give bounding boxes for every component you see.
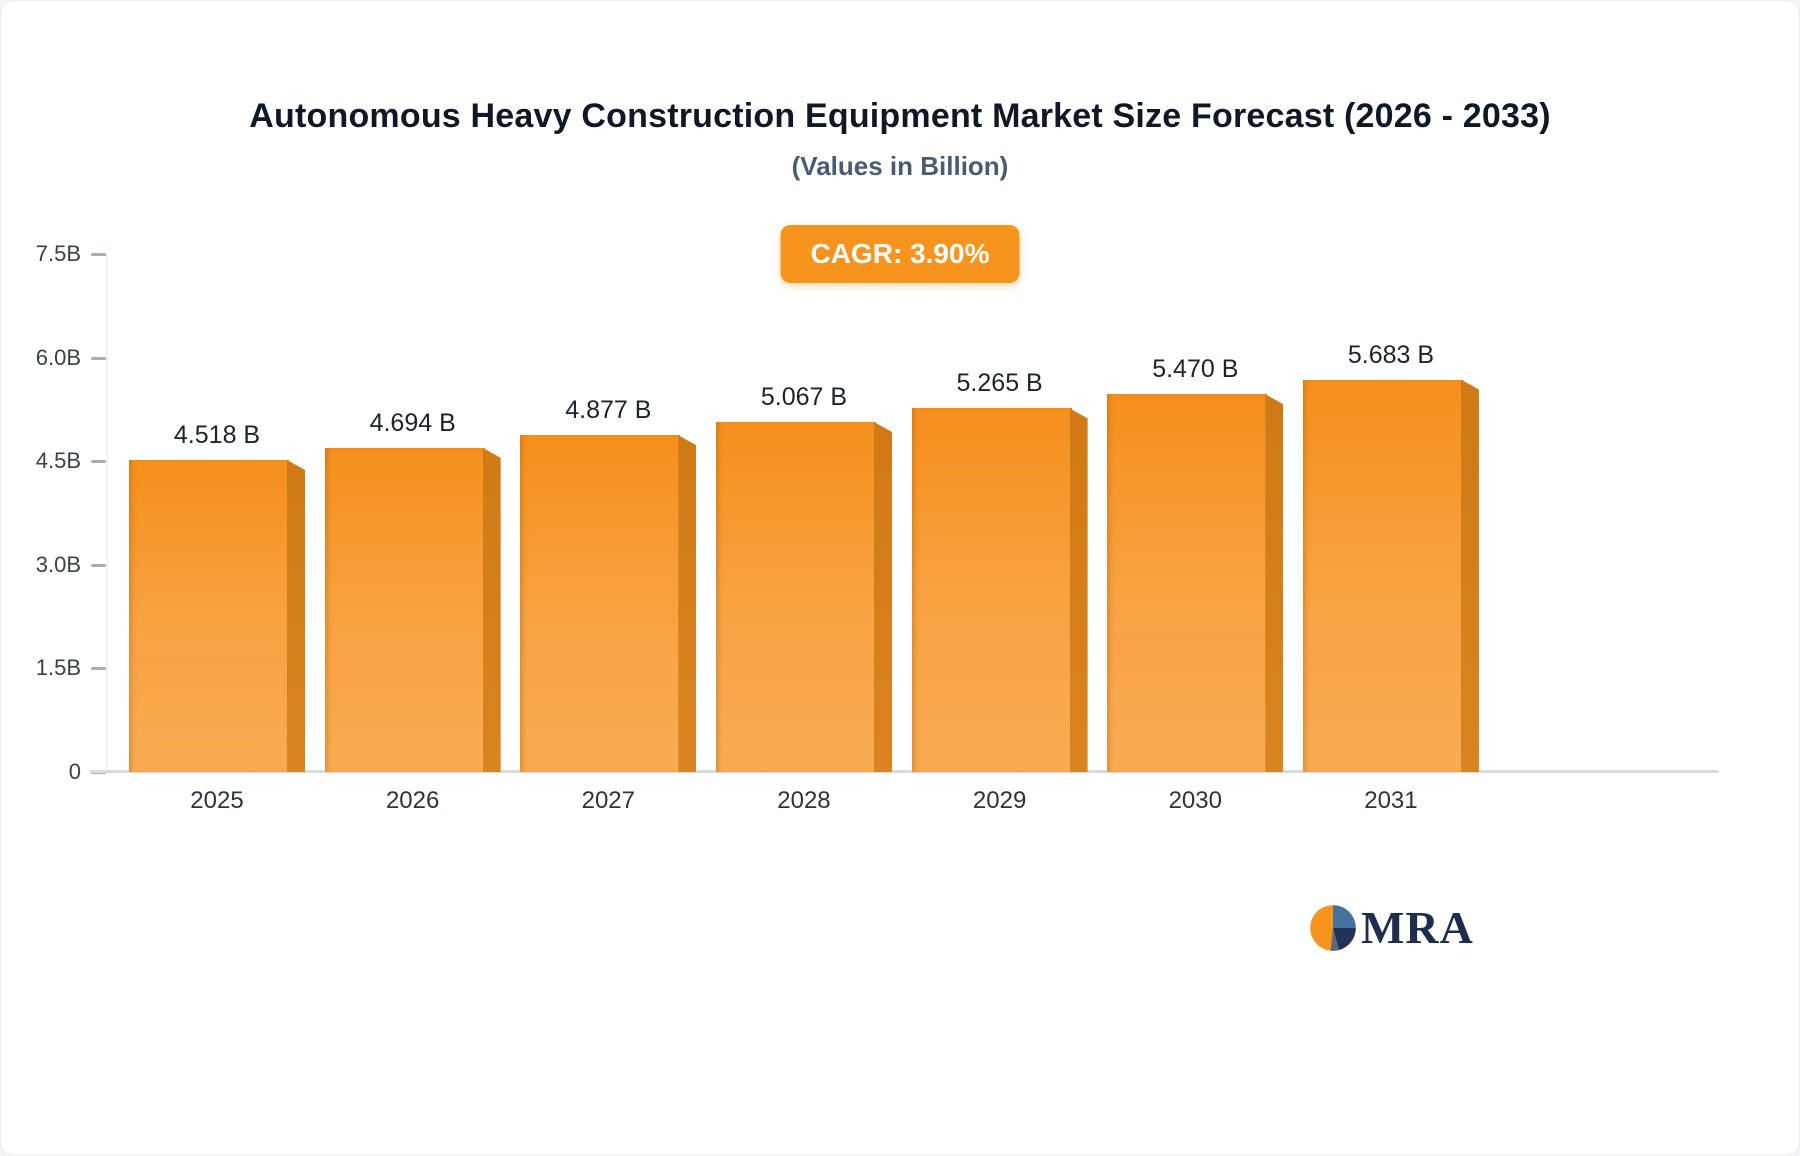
y-tick-mark <box>91 460 106 464</box>
bar-side-face <box>1265 394 1284 772</box>
bar-front-face <box>1107 394 1268 772</box>
bar-column: 4.518 B <box>129 254 305 772</box>
bar-2029[interactable]: 5.265 B <box>911 369 1088 772</box>
bar-value-label: 5.265 B <box>956 369 1043 398</box>
x-axis-label-2031: 2031 <box>1364 787 1418 814</box>
bar-front-face <box>715 422 876 772</box>
y-tick-label-0: 0 <box>68 759 81 784</box>
bar-column: 4.694 B <box>324 254 501 772</box>
bar-front-face <box>1302 379 1463 772</box>
bar-front-face <box>129 460 289 772</box>
bar-2025[interactable]: 4.518 B <box>129 421 305 772</box>
bar-value-label: 4.518 B <box>173 421 261 449</box>
bar-column: 5.067 B <box>715 254 892 772</box>
bar-2026[interactable]: 4.694 B <box>324 409 501 772</box>
bar-column: 5.683 B <box>1302 254 1479 772</box>
bar-side-face <box>873 422 892 772</box>
bar-column: 4.877 B <box>520 254 697 772</box>
bars: 4.518 B 4.694 B 4.877 B 5.067 B 5.265 B 5.470… <box>129 254 1479 772</box>
bar-2031[interactable]: 5.683 B <box>1302 341 1479 772</box>
brand-logo: MRA <box>1309 904 1474 952</box>
bar-side-face <box>287 460 305 772</box>
x-axis-label-2028: 2028 <box>777 787 831 814</box>
pie-logo-icon <box>1310 905 1356 951</box>
x-axis-labels: 2025 2026 2027 2028 2029 2030 2031 <box>129 787 1479 815</box>
x-axis-label-2029: 2029 <box>972 787 1027 814</box>
y-tick-label-6.0B: 6.0B <box>35 344 81 370</box>
bar-side-face <box>678 435 697 772</box>
bar-value-label: 4.694 B <box>369 408 456 437</box>
x-axis-baseline <box>89 770 1719 773</box>
chart-subtitle: (Values in Billion) <box>791 151 1009 181</box>
y-tick-mark <box>91 563 106 567</box>
bar-value-label: 4.877 B <box>565 396 652 425</box>
page-title: Autonomous Heavy Construction Equipment … <box>249 97 1551 135</box>
bar-side-face <box>1069 408 1088 772</box>
bar-side-face <box>1460 379 1479 772</box>
y-tick-mark <box>91 667 106 671</box>
y-tick-mark <box>91 356 106 360</box>
bar-front-face <box>520 435 681 772</box>
x-axis-label-2027: 2027 <box>581 787 635 814</box>
y-tick-label-7.5B: 7.5B <box>35 241 81 266</box>
bar-front-face <box>911 408 1072 772</box>
y-tick-mark <box>91 253 106 256</box>
bar-2028[interactable]: 5.067 B <box>715 383 892 772</box>
cagr-badge: CAGR: 3.90% <box>780 225 1020 283</box>
logo-text: MRA <box>1361 902 1474 953</box>
bar-front-face <box>324 447 485 772</box>
bar-column: 5.265 B <box>911 254 1088 772</box>
bar-value-label: 5.067 B <box>760 383 848 411</box>
x-axis-label-2025: 2025 <box>190 787 244 814</box>
y-tick-label-4.5B: 4.5B <box>35 448 81 474</box>
bar-2027[interactable]: 4.877 B <box>520 396 697 772</box>
bar-2030[interactable]: 5.470 B <box>1107 355 1284 772</box>
x-axis-label-2030: 2030 <box>1168 787 1222 814</box>
bar-side-face <box>482 447 501 772</box>
y-tick-label-3.0B: 3.0B <box>35 551 81 577</box>
y-axis-line <box>106 254 108 772</box>
y-tick-label-1.5B: 1.5B <box>35 655 81 681</box>
bar-value-label: 5.470 B <box>1152 355 1239 384</box>
bar-value-label: 5.683 B <box>1347 340 1435 369</box>
x-axis-label-2026: 2026 <box>385 787 440 814</box>
bar-column: 5.470 B <box>1107 254 1284 772</box>
